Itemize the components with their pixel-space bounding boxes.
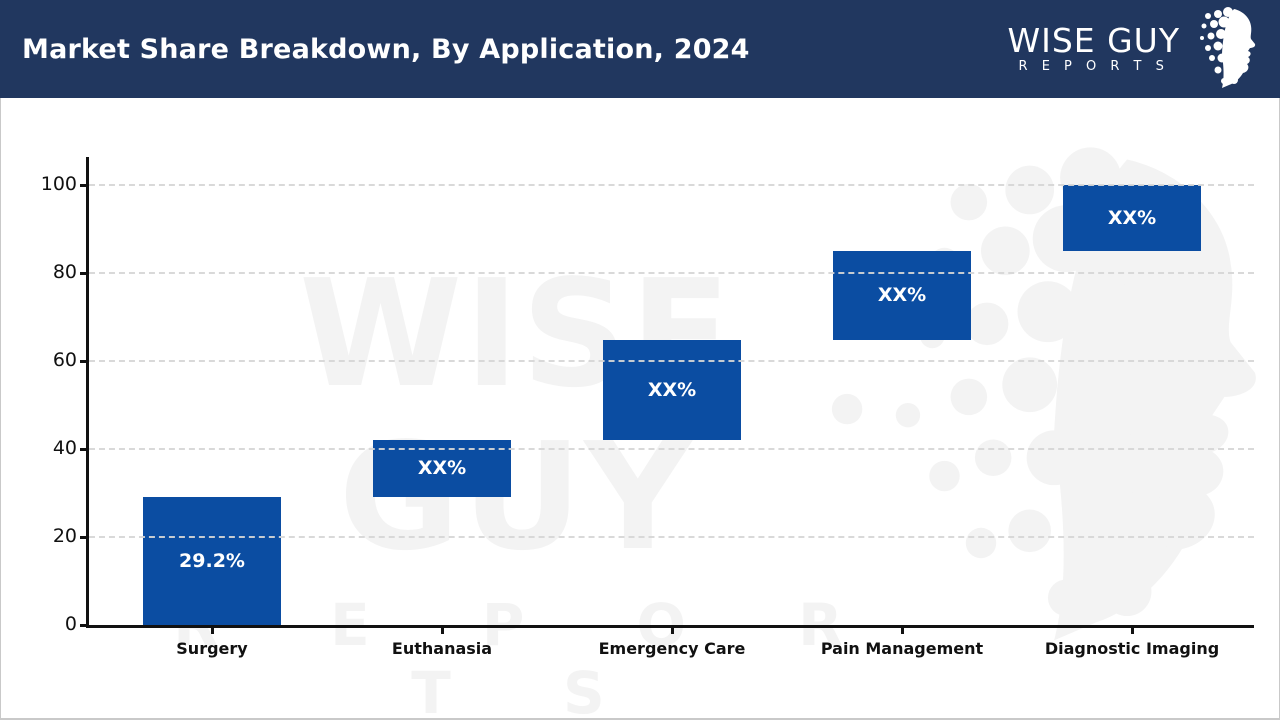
y-tick-60 <box>80 360 89 363</box>
bar-surgery: 29.2% <box>143 496 281 625</box>
dotted-head-icon <box>1200 7 1256 88</box>
y-tick-20 <box>80 536 89 539</box>
bar-diagnostic-imaging: XX% <box>1063 185 1201 251</box>
y-tick-0 <box>80 624 89 627</box>
x-tick-euthanasia <box>441 628 444 634</box>
gridline-40 <box>89 448 1254 450</box>
bar-value-label-emergency-care: XX% <box>647 378 697 401</box>
bar-value-label-euthanasia: XX% <box>417 457 467 480</box>
bar-value-label-surgery: 29.2% <box>179 549 245 572</box>
brand-subtitle: R E P O R T S <box>1018 59 1169 75</box>
brand-logo-text: WISE GUY R E P O R T S <box>1007 20 1180 75</box>
y-tick-label-80: 80 <box>52 261 77 283</box>
gridline-80 <box>89 272 1254 274</box>
y-axis-line <box>86 157 89 628</box>
x-tick-emergency-care <box>671 628 674 634</box>
x-tick-label-pain-management: Pain Management <box>820 639 984 658</box>
brand-logo: WISE GUY R E P O R T S <box>1007 6 1256 92</box>
gridline-60 <box>89 360 1254 362</box>
y-tick-80 <box>80 272 89 275</box>
y-tick-label-100: 100 <box>40 173 77 195</box>
x-tick-pain-management <box>901 628 904 634</box>
bar-value-label-diagnostic-imaging: XX% <box>1107 207 1157 229</box>
y-tick-100 <box>80 184 89 187</box>
x-tick-label-diagnostic-imaging: Diagnostic Imaging <box>1044 639 1220 658</box>
gridline-20 <box>89 536 1254 538</box>
y-tick-label-40: 40 <box>52 437 77 459</box>
x-tick-diagnostic-imaging <box>1131 628 1134 634</box>
bar-pain-management: XX% <box>833 251 971 340</box>
chart-layer: 0 20 40 60 80 100 29.2% Surgery XX% Euthanasia XX%… <box>1 98 1280 720</box>
x-axis-line <box>86 625 1254 628</box>
y-tick-40 <box>80 448 89 451</box>
y-tick-label-0: 0 <box>64 613 77 635</box>
gridline-100 <box>89 184 1254 186</box>
header-bar: Market Share Breakdown, By Application, … <box>0 0 1280 98</box>
brand-name: WISE GUY <box>1007 20 1180 60</box>
bar-emergency-care: XX% <box>603 339 741 440</box>
x-tick-label-surgery: Surgery <box>176 639 248 658</box>
bar-value-label-pain-management: XX% <box>877 284 927 307</box>
x-tick-label-emergency-care: Emergency Care <box>598 639 746 658</box>
y-tick-label-20: 20 <box>52 525 77 547</box>
x-tick-surgery <box>211 628 214 634</box>
page-title: Market Share Breakdown, By Application, … <box>22 33 750 65</box>
chart-panel: WISE GUY R E P O R T S 0 20 40 60 80 100 29. <box>0 98 1280 720</box>
x-tick-label-euthanasia: Euthanasia <box>391 639 493 658</box>
y-tick-label-60: 60 <box>52 349 77 371</box>
